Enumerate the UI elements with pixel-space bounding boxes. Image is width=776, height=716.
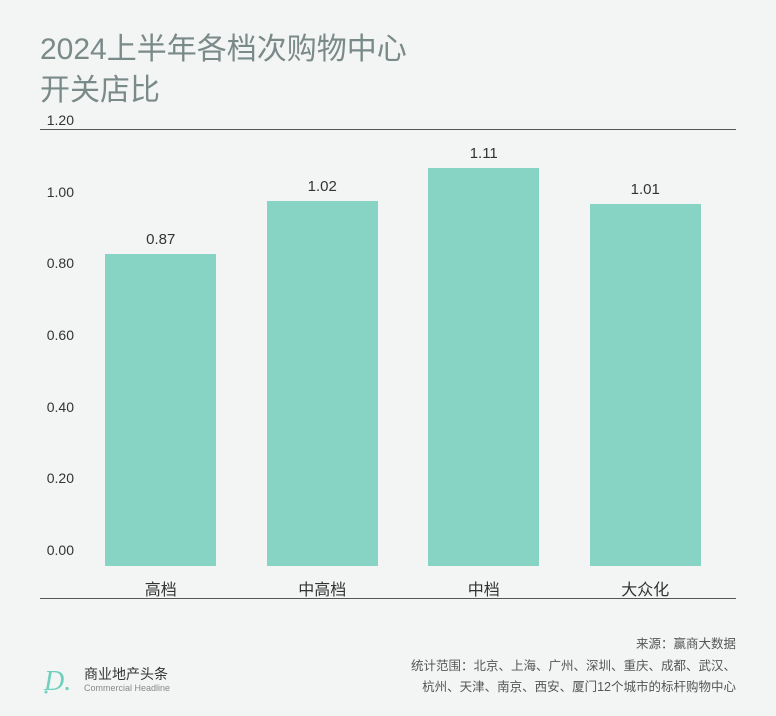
brand-cn: 商业地产头条 <box>84 666 170 683</box>
x-axis-labels: 高档中高档中档大众化 <box>80 576 726 600</box>
brand-en: Commercial Headline <box>84 683 170 694</box>
source-note: 来源：赢商大数据 统计范围：北京、上海、广州、深圳、重庆、成都、武汉、 杭州、天… <box>411 634 736 698</box>
y-tick: 0.40 <box>40 399 74 415</box>
bar-rect <box>105 254 216 566</box>
bar-slot: 1.01 <box>574 136 716 566</box>
brand-text: 商业地产头条 Commercial Headline <box>84 666 170 694</box>
title-line1: 2024上半年各档次购物中心 <box>40 33 407 66</box>
bar-value-label: 1.02 <box>308 178 337 195</box>
bar-value-label: 0.87 <box>146 231 175 248</box>
plot-area: 0.871.021.111.01 0.000.200.400.600.801.0… <box>80 136 726 566</box>
x-axis-label: 中高档 <box>251 576 393 600</box>
source-line1: 来源：赢商大数据 <box>411 634 736 655</box>
source-line3: 杭州、天津、南京、西安、厦门12个城市的标杆购物中心 <box>411 677 736 698</box>
bar-slot: 1.02 <box>251 136 393 566</box>
x-axis-label: 中档 <box>413 576 555 600</box>
y-tick: 0.20 <box>40 470 74 486</box>
bar-value-label: 1.11 <box>470 145 498 162</box>
bar-rect <box>428 168 539 566</box>
bar-slot: 0.87 <box>90 136 232 566</box>
x-axis-label: 大众化 <box>574 576 716 600</box>
bar-rect <box>590 204 701 566</box>
chart-card: 2024上半年各档次购物中心 开关店比 0.87 1.02 1.11 1.01 0.0… <box>0 0 776 716</box>
source-line2: 统计范围：北京、上海、广州、深圳、重庆、成都、武汉、 <box>411 656 736 677</box>
y-tick: 0.60 <box>40 327 74 343</box>
chart-title: 2024上半年各档次购物中心 开关店比 <box>40 30 736 111</box>
title-line2: 开关店比 <box>40 74 160 107</box>
bar-rect <box>267 201 378 567</box>
brand-logo-icon: D. <box>40 662 76 698</box>
bar-slot: 1.11 <box>413 136 555 566</box>
brand-block: D. 商业地产头条 Commercial Headline <box>40 662 170 698</box>
x-axis-label: 高档 <box>90 576 232 600</box>
y-tick: 0.80 <box>40 255 74 271</box>
footer: D. 商业地产头条 Commercial Headline 来源：赢商大数据 统… <box>40 634 736 698</box>
y-tick: 1.20 <box>40 112 74 128</box>
bar-value-label: 1.01 <box>631 181 660 198</box>
y-tick: 0.00 <box>40 542 74 558</box>
y-tick: 1.00 <box>40 184 74 200</box>
chart-area: 0.87 1.02 1.11 1.01 0.00 0.20 0.40 0.60 0.80 1.0… <box>40 129 736 599</box>
bars-group: 0.87 1.02 1.11 1.01 <box>80 136 726 566</box>
